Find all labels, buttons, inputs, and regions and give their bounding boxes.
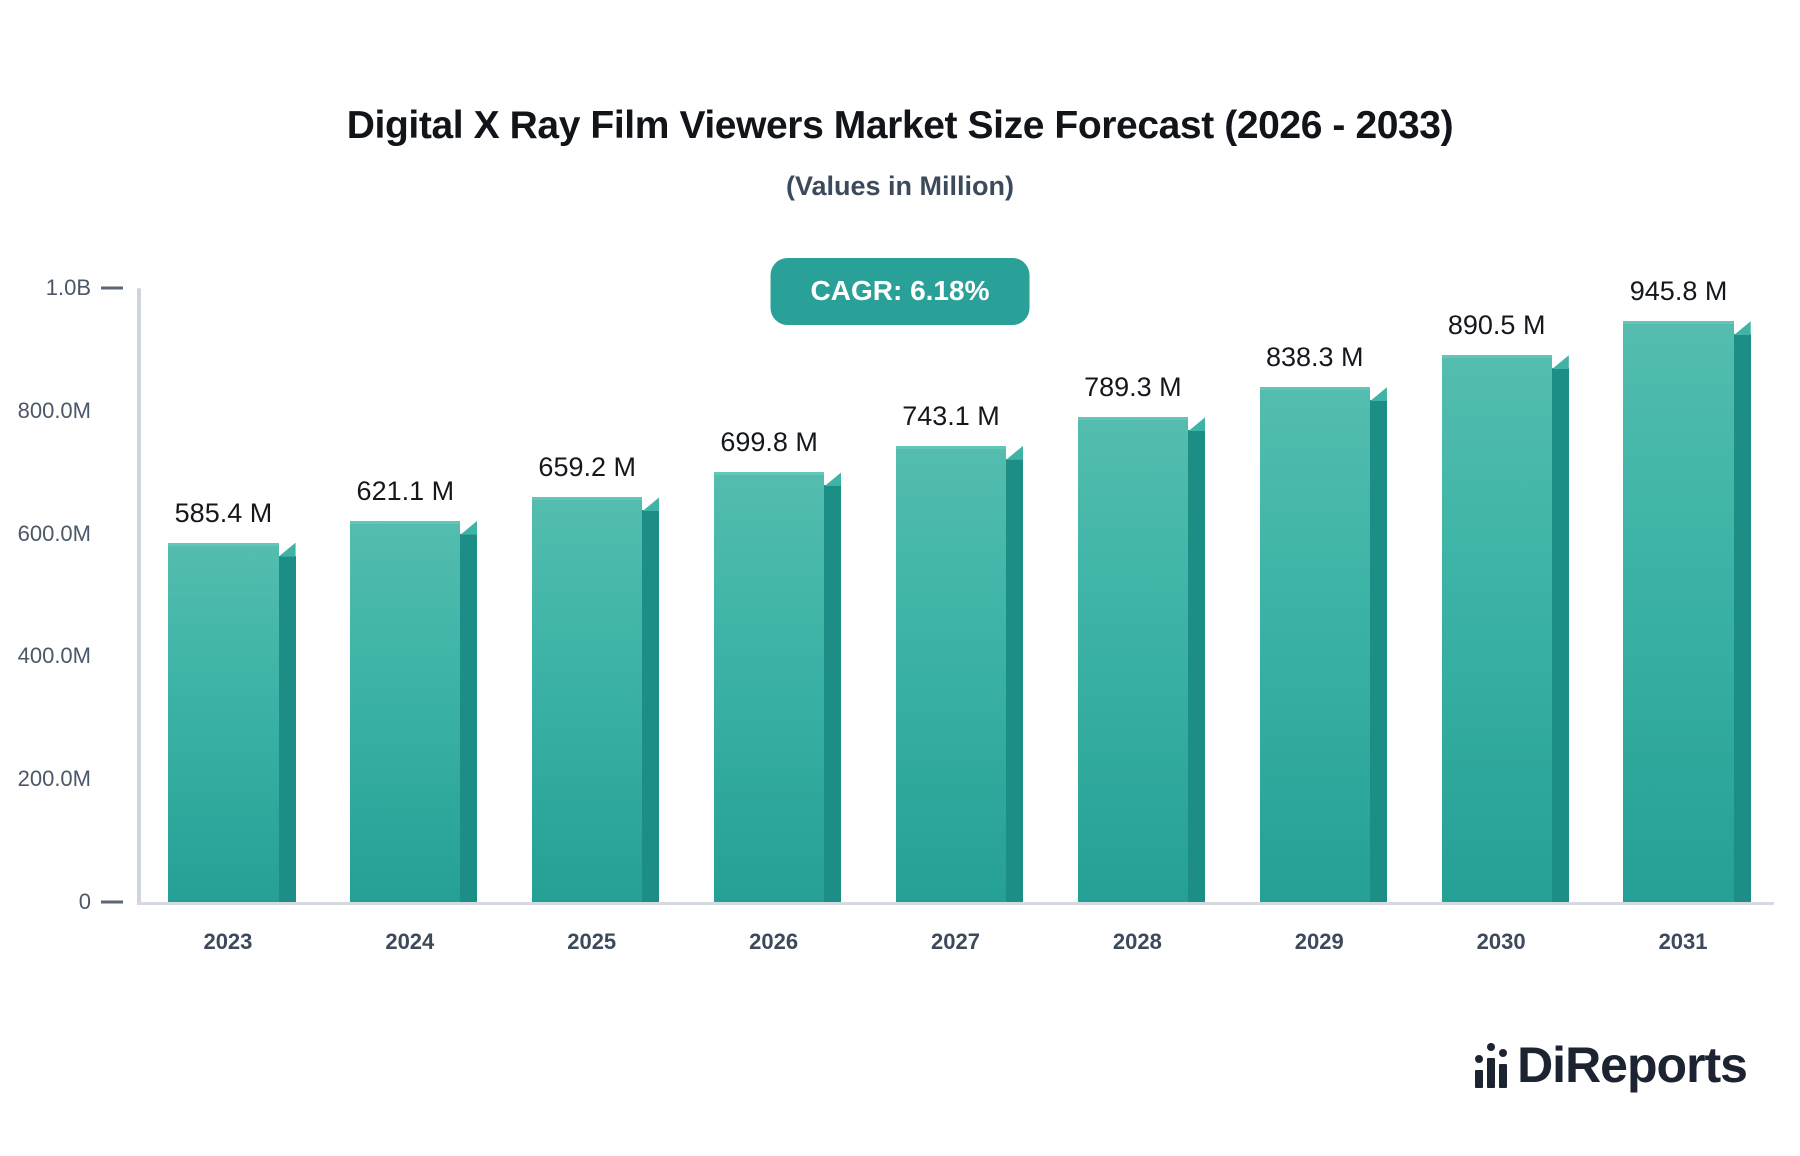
bar-value-label: 838.3 M <box>1265 342 1364 373</box>
bar-side-face <box>1188 430 1206 902</box>
bar-column[interactable]: 838.3 M <box>1259 288 1387 902</box>
bar-top-face <box>642 497 660 512</box>
bar-column[interactable]: 699.8 M <box>713 288 842 902</box>
bar-column[interactable]: 585.4 M <box>168 288 296 902</box>
brand-name: DiReports <box>1517 1037 1748 1093</box>
chart-subtitle: (Values in Million) <box>785 171 1015 201</box>
page-title: Digital X Ray Film Viewers Market Size F… <box>346 104 1454 147</box>
bar-column[interactable]: 621.1 M <box>350 288 478 902</box>
bar-value-label: 621.1 M <box>356 475 455 506</box>
y-axis-line <box>137 288 141 905</box>
y-axis-tick-label: 0 <box>78 889 91 914</box>
bar-side-face <box>1006 458 1024 902</box>
bar-front-face <box>168 542 279 902</box>
bar-value-label: 789.3 M <box>1084 372 1182 403</box>
bar-column[interactable]: 659.2 M <box>532 288 660 902</box>
bar-top-edge <box>713 472 825 476</box>
bar-front-face <box>1441 355 1552 902</box>
bar-top-face <box>1006 445 1024 460</box>
y-axis-tick-label: 200.0M <box>17 766 91 792</box>
bar-front-face <box>532 497 643 902</box>
x-axis-tick-label: 2023 <box>203 929 253 954</box>
x-axis-tick-label: 2029 <box>1294 929 1344 954</box>
bar-side-face <box>824 485 842 902</box>
bar-front-face <box>1259 387 1370 902</box>
bar-side-face <box>1551 368 1569 902</box>
bar-chart-logo-icon <box>1475 1042 1508 1088</box>
bar-front-face <box>713 472 825 902</box>
x-axis-labels: 2023 2024 2025 2026 2027 2028 2029 2030 2031 <box>137 905 1774 954</box>
bar-front-face <box>1623 321 1734 902</box>
bar-top-face <box>1188 417 1206 432</box>
cagr-badge: CAGR: 6.18% <box>770 258 1030 325</box>
x-axis-tick-label: 2027 <box>931 929 980 954</box>
y-axis-tick-mark <box>101 900 123 904</box>
bar-top-edge <box>895 445 1007 449</box>
plot-area: 0 200.0M 400.0M 600.0M 800.0M 1.0B 585.4 M 621… <box>18 275 1774 914</box>
bar-value-label: 699.8 M <box>720 427 818 458</box>
y-axis-tick-label: 800.0M <box>17 397 91 423</box>
bar-top-face <box>1733 321 1751 336</box>
y-axis-tick-label: 1.0B <box>45 275 91 300</box>
bar-top-edge <box>532 497 643 501</box>
bar-front-face <box>895 445 1007 902</box>
bar-top-edge <box>1623 321 1734 325</box>
bar-side-face <box>642 510 660 902</box>
direports-logo: DiReports <box>1475 1037 1748 1093</box>
x-axis-tick-label: 2030 <box>1476 929 1526 954</box>
bar-top-edge <box>1077 417 1189 421</box>
bar-value-label: 585.4 M <box>174 497 273 528</box>
bar-column[interactable]: 890.5 M <box>1441 288 1569 902</box>
x-axis-tick-label: 2031 <box>1658 929 1708 954</box>
bar-value-label: 743.1 M <box>902 400 1000 431</box>
y-axis-tick-label: 600.0M <box>17 520 91 546</box>
bar-top-face <box>1551 355 1569 370</box>
bar-column[interactable]: 789.3 M <box>1077 288 1206 902</box>
bar-top-edge <box>350 520 461 524</box>
x-axis-tick-label: 2024 <box>385 929 435 954</box>
bar-top-face <box>1369 387 1387 402</box>
bar-column[interactable]: 945.8 M <box>1623 276 1751 902</box>
bar-series: 585.4 M 621.1 M 659.2 M 699.8 M 743.1 M 789.3… <box>137 276 1774 902</box>
x-axis-line <box>137 902 1774 905</box>
bar-value-label: 659.2 M <box>538 452 636 483</box>
bar-front-face <box>1077 417 1189 902</box>
y-axis-tick-label: 400.0M <box>17 643 91 669</box>
bar-side-face <box>1733 334 1751 902</box>
bar-front-face <box>350 520 461 902</box>
bar-top-face <box>460 520 478 535</box>
bar-top-edge <box>168 542 279 546</box>
bar-value-label: 945.8 M <box>1629 276 1728 307</box>
bar-top-face <box>824 472 842 487</box>
x-axis-tick-label: 2025 <box>567 929 617 954</box>
bar-side-face <box>278 555 296 902</box>
bar-column[interactable]: 743.1 M <box>895 288 1024 902</box>
bar-side-face <box>1369 400 1387 902</box>
y-axis-tick-mark <box>101 286 123 290</box>
bar-side-face <box>460 533 478 902</box>
x-axis-tick-label: 2028 <box>1112 929 1162 954</box>
x-axis-tick-label: 2026 <box>749 929 799 954</box>
bar-top-face <box>278 542 296 557</box>
bar-top-edge <box>1259 387 1370 391</box>
bar-value-label: 890.5 M <box>1447 310 1546 341</box>
bar-top-edge <box>1441 355 1552 359</box>
